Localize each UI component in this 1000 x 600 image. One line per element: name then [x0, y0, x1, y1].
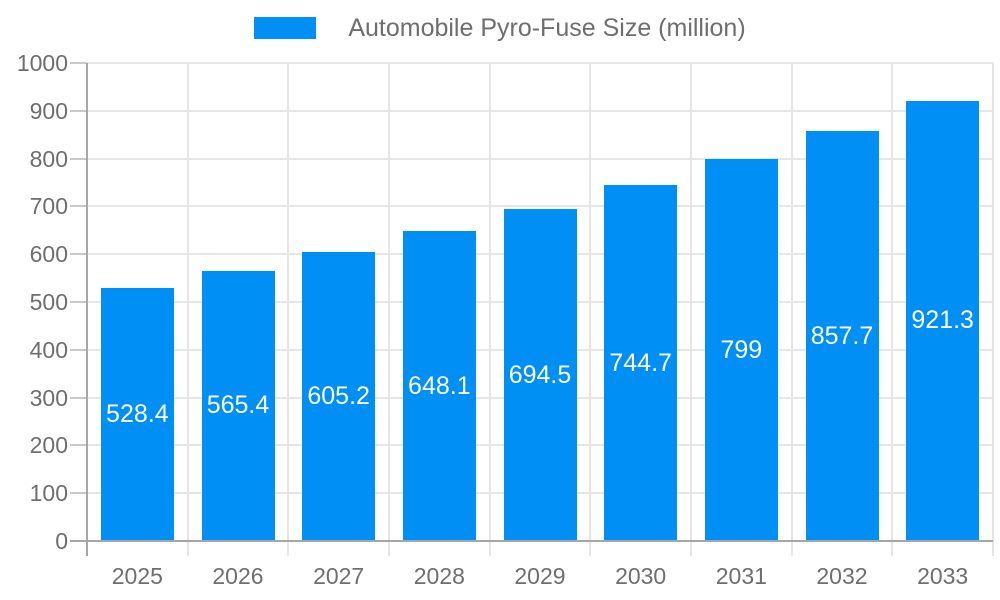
v-gridline	[388, 63, 390, 556]
bar-value-label: 648.1	[408, 371, 471, 400]
bar-value-label: 857.7	[810, 321, 874, 350]
bar[interactable]: 799	[704, 159, 778, 541]
bar-value-label: 528.4	[106, 400, 169, 429]
y-axis-label: 1000	[16, 50, 68, 76]
v-gridline	[790, 63, 793, 556]
y-axis-label: 300	[29, 384, 68, 411]
y-tick	[70, 253, 87, 256]
bar-value-label: 799	[720, 335, 763, 364]
v-gridline	[488, 63, 491, 556]
h-gridline	[87, 157, 993, 160]
bar[interactable]: 565.4	[201, 270, 275, 541]
bar[interactable]: 857.7	[805, 131, 879, 541]
bar-value-label: 565.4	[206, 391, 270, 420]
bar[interactable]: 744.7	[604, 185, 678, 541]
y-axis-label: 800	[29, 145, 68, 172]
x-axis-label: 2025	[111, 563, 163, 589]
y-tick	[70, 109, 87, 112]
legend-swatch-icon	[254, 17, 317, 39]
x-axis-label: 2029	[514, 563, 566, 589]
x-axis-label: 2031	[715, 563, 767, 589]
y-tick	[70, 205, 87, 208]
x-axis-line	[70, 540, 993, 542]
y-tick	[70, 157, 87, 160]
bar-value-label: 921.3	[911, 306, 974, 335]
v-gridline	[891, 63, 894, 556]
y-tick	[70, 301, 87, 303]
bar[interactable]: 694.5	[503, 209, 577, 541]
bar[interactable]: 921.3	[906, 100, 980, 541]
legend: Automobile Pyro-Fuse Size (million)	[0, 13, 1000, 43]
h-gridline	[87, 109, 993, 112]
x-axis-label: 2026	[212, 563, 264, 589]
y-tick	[70, 396, 87, 399]
y-axis-label: 900	[29, 97, 68, 124]
bar-value-label: 605.2	[307, 381, 370, 410]
y-tick	[70, 444, 87, 447]
y-axis-label: 600	[29, 241, 68, 268]
y-axis-label: 400	[29, 336, 68, 363]
v-gridline	[992, 63, 994, 556]
h-gridline	[87, 205, 993, 208]
x-axis-label: 2030	[615, 563, 667, 589]
v-gridline	[589, 63, 592, 556]
y-axis-label: 500	[29, 289, 68, 315]
x-axis-label: 2032	[816, 563, 868, 589]
y-axis-label: 0	[55, 528, 68, 554]
bar[interactable]: 528.4	[100, 288, 174, 541]
v-gridline	[287, 63, 290, 556]
bar[interactable]: 648.1	[402, 231, 476, 541]
y-tick	[70, 348, 87, 351]
v-gridline	[690, 63, 692, 556]
x-axis-label: 2028	[413, 563, 465, 589]
y-axis-label: 700	[29, 193, 68, 220]
bar-value-label: 694.5	[508, 360, 572, 389]
x-axis-label: 2027	[313, 563, 365, 589]
y-axis-label: 200	[29, 432, 68, 459]
bar-value-label: 744.7	[609, 348, 672, 377]
legend-label: Automobile Pyro-Fuse Size (million)	[348, 14, 746, 42]
y-axis-label: 100	[29, 480, 68, 507]
v-gridline	[186, 63, 189, 556]
x-axis-label: 2033	[917, 563, 969, 589]
bar[interactable]: 605.2	[302, 251, 376, 541]
y-tick	[70, 62, 87, 64]
y-axis-line	[86, 63, 88, 556]
h-gridline	[87, 62, 993, 64]
y-tick	[70, 492, 87, 495]
